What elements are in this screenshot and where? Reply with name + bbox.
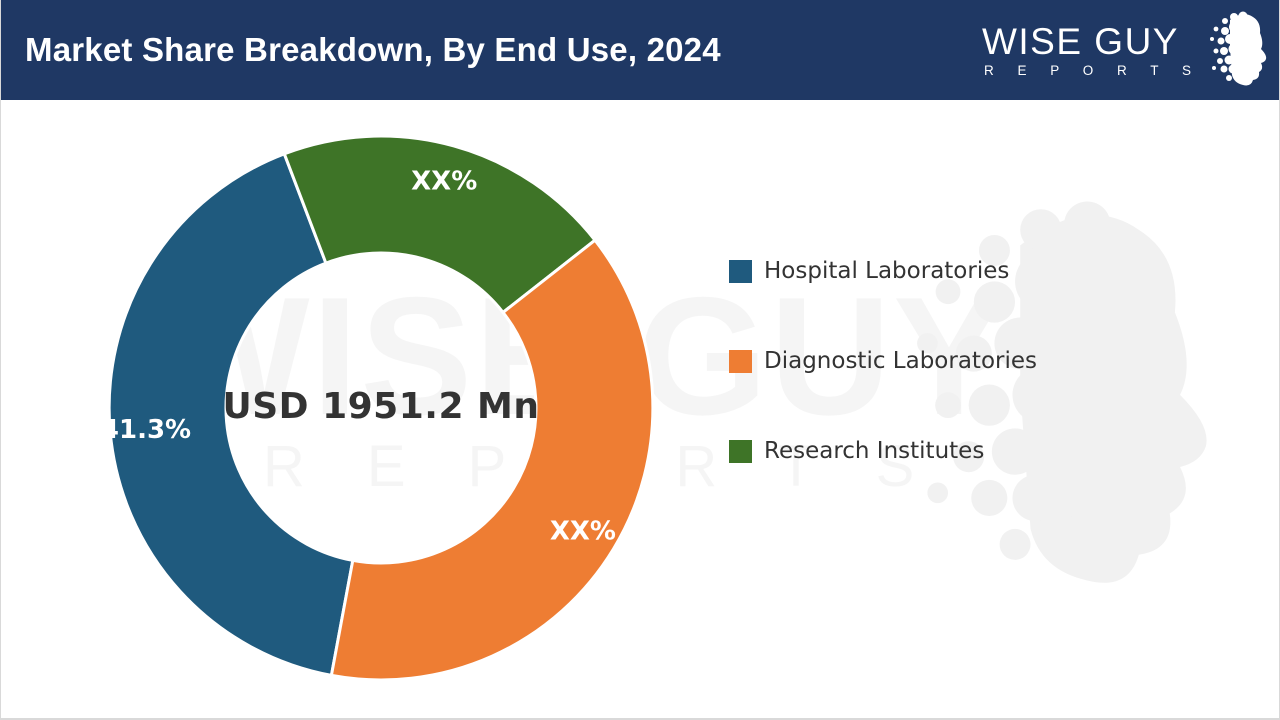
legend-swatch-diagnostic [729,349,752,373]
slice-value-label-research-institutes: XX% [411,167,477,197]
slice-value-label-diagnostic-laboratories: XX% [550,516,616,546]
legend-item-hospital-laboratories: Hospital Laboratories [729,258,1009,284]
face-profile-icon [1210,11,1267,86]
page-title: Market Share Breakdown, By End Use, 2024 [25,31,721,68]
donut-slice-hospital-laboratories [107,152,355,677]
wise-guy-logo: WISE GUY R E P O R T S [982,8,1267,92]
logo-wordmark: WISE GUY R E P O R T S [982,23,1201,78]
header-bar: Market Share Breakdown, By End Use, 2024… [1,0,1279,100]
legend-label-diagnostic: Diagnostic Laboratories [764,348,1037,374]
legend-swatch-research [729,439,752,463]
logo-subtitle-text: R E P O R T S [983,62,1201,78]
donut-slice-diagnostic-laboratories [329,238,655,682]
donut-slice-research-institutes [282,134,597,314]
legend-label-hospital: Hospital Laboratories [764,258,1010,284]
logo-brand-text: WISE GUY [981,20,1179,62]
slice-value-label-hospital-laboratories: 41.3% [101,415,191,445]
legend-item-research-institutes: Research Institutes [729,438,984,464]
legend-item-diagnostic-laboratories: Diagnostic Laboratories [729,348,1037,374]
watermark-face-icon [917,201,1207,583]
legend-swatch-hospital [729,259,752,283]
legend-label-research: Research Institutes [764,438,985,464]
chart-center-value: USD 1951.2 Mn [222,386,540,427]
